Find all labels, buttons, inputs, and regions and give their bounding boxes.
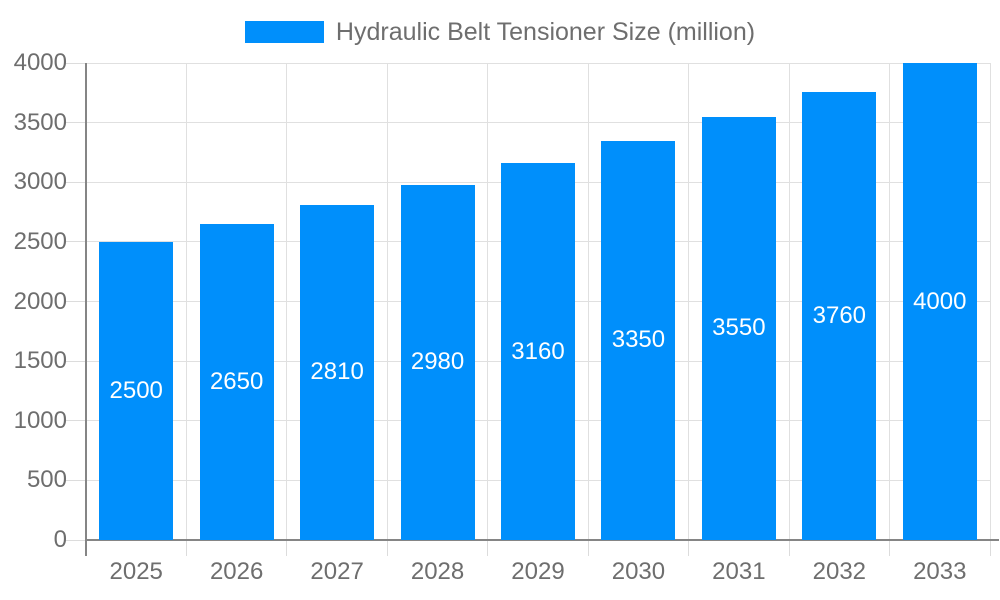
y-axis-tick-label: 0 [53, 526, 67, 553]
x-axis-tick-label: 2025 [109, 558, 163, 585]
h-gridline [86, 62, 990, 64]
y-axis-tick-label: 1500 [13, 347, 67, 375]
x-axis-line [85, 539, 999, 541]
x-axis-tick-label: 2026 [209, 558, 264, 585]
y-axis-tick [66, 241, 86, 243]
y-axis-tick-label: 3000 [13, 168, 67, 196]
v-gridline [889, 63, 891, 540]
bar-value-label: 3760 [812, 301, 867, 329]
y-axis-tick [66, 420, 86, 422]
y-axis-line [85, 63, 87, 556]
y-axis-tick-label: 2000 [13, 287, 67, 315]
y-axis-tick [66, 181, 86, 183]
v-gridline [487, 63, 489, 540]
bar-value-label: 2650 [209, 367, 264, 395]
y-axis-tick-label: 1000 [13, 406, 67, 434]
bar[interactable]: 3350 [601, 140, 676, 540]
x-axis-tick-label: 2028 [410, 558, 465, 585]
y-axis-tick-label: 4000 [13, 49, 67, 76]
x-axis-tick-label: 2032 [812, 558, 867, 585]
x-axis-tick-label: 2030 [611, 558, 666, 585]
x-axis-tick [889, 540, 891, 556]
v-gridline [185, 63, 187, 540]
legend-swatch [244, 21, 324, 43]
y-axis-tick [66, 122, 86, 124]
bar-value-label: 2500 [109, 376, 163, 404]
bar[interactable]: 2500 [99, 241, 174, 540]
v-gridline [587, 63, 589, 540]
v-gridline [788, 63, 790, 540]
v-gridline [688, 63, 690, 540]
bar-value-label: 2980 [410, 348, 465, 376]
y-axis-tick-label: 500 [26, 466, 67, 494]
x-axis-tick-label: 2029 [511, 558, 565, 585]
x-axis-tick [587, 540, 589, 556]
x-axis-tick-label: 2031 [712, 558, 766, 585]
bar[interactable]: 2650 [199, 223, 274, 540]
bar[interactable]: 3760 [802, 91, 877, 540]
x-axis-tick [989, 540, 991, 556]
y-axis-tick [66, 62, 86, 64]
bar[interactable]: 2980 [400, 184, 475, 540]
x-axis-tick [688, 540, 690, 556]
y-axis-tick [66, 360, 86, 362]
v-gridline [989, 63, 991, 540]
h-gridline [86, 122, 990, 124]
bar-value-label: 3350 [611, 326, 666, 354]
v-gridline [386, 63, 388, 540]
x-axis-tick [386, 540, 388, 556]
x-axis-tick [286, 540, 288, 556]
bar[interactable]: 3550 [701, 116, 776, 540]
y-axis-tick [66, 301, 86, 302]
x-axis-tick [788, 540, 790, 556]
bar-value-label: 4000 [913, 287, 967, 315]
v-gridline [286, 63, 288, 540]
x-axis-tick-label: 2033 [913, 558, 967, 585]
bar[interactable]: 4000 [902, 63, 977, 540]
x-axis-tick [487, 540, 489, 556]
y-axis-tick-label: 3500 [13, 108, 67, 136]
x-axis-tick [185, 540, 187, 556]
y-axis-tick-label: 2500 [13, 227, 67, 255]
bar[interactable]: 2810 [300, 204, 375, 540]
legend[interactable]: Hydraulic Belt Tensioner Size (million) [0, 19, 1000, 45]
bar-value-label: 3550 [712, 314, 766, 342]
bar-value-label: 3160 [511, 337, 565, 365]
legend-label: Hydraulic Belt Tensioner Size (million) [335, 18, 756, 46]
y-axis-tick [66, 479, 86, 481]
bar-value-label: 2810 [310, 358, 364, 386]
y-axis-tick [66, 539, 86, 541]
x-axis-tick-label: 2027 [310, 558, 364, 585]
bar[interactable]: 3160 [501, 163, 575, 540]
